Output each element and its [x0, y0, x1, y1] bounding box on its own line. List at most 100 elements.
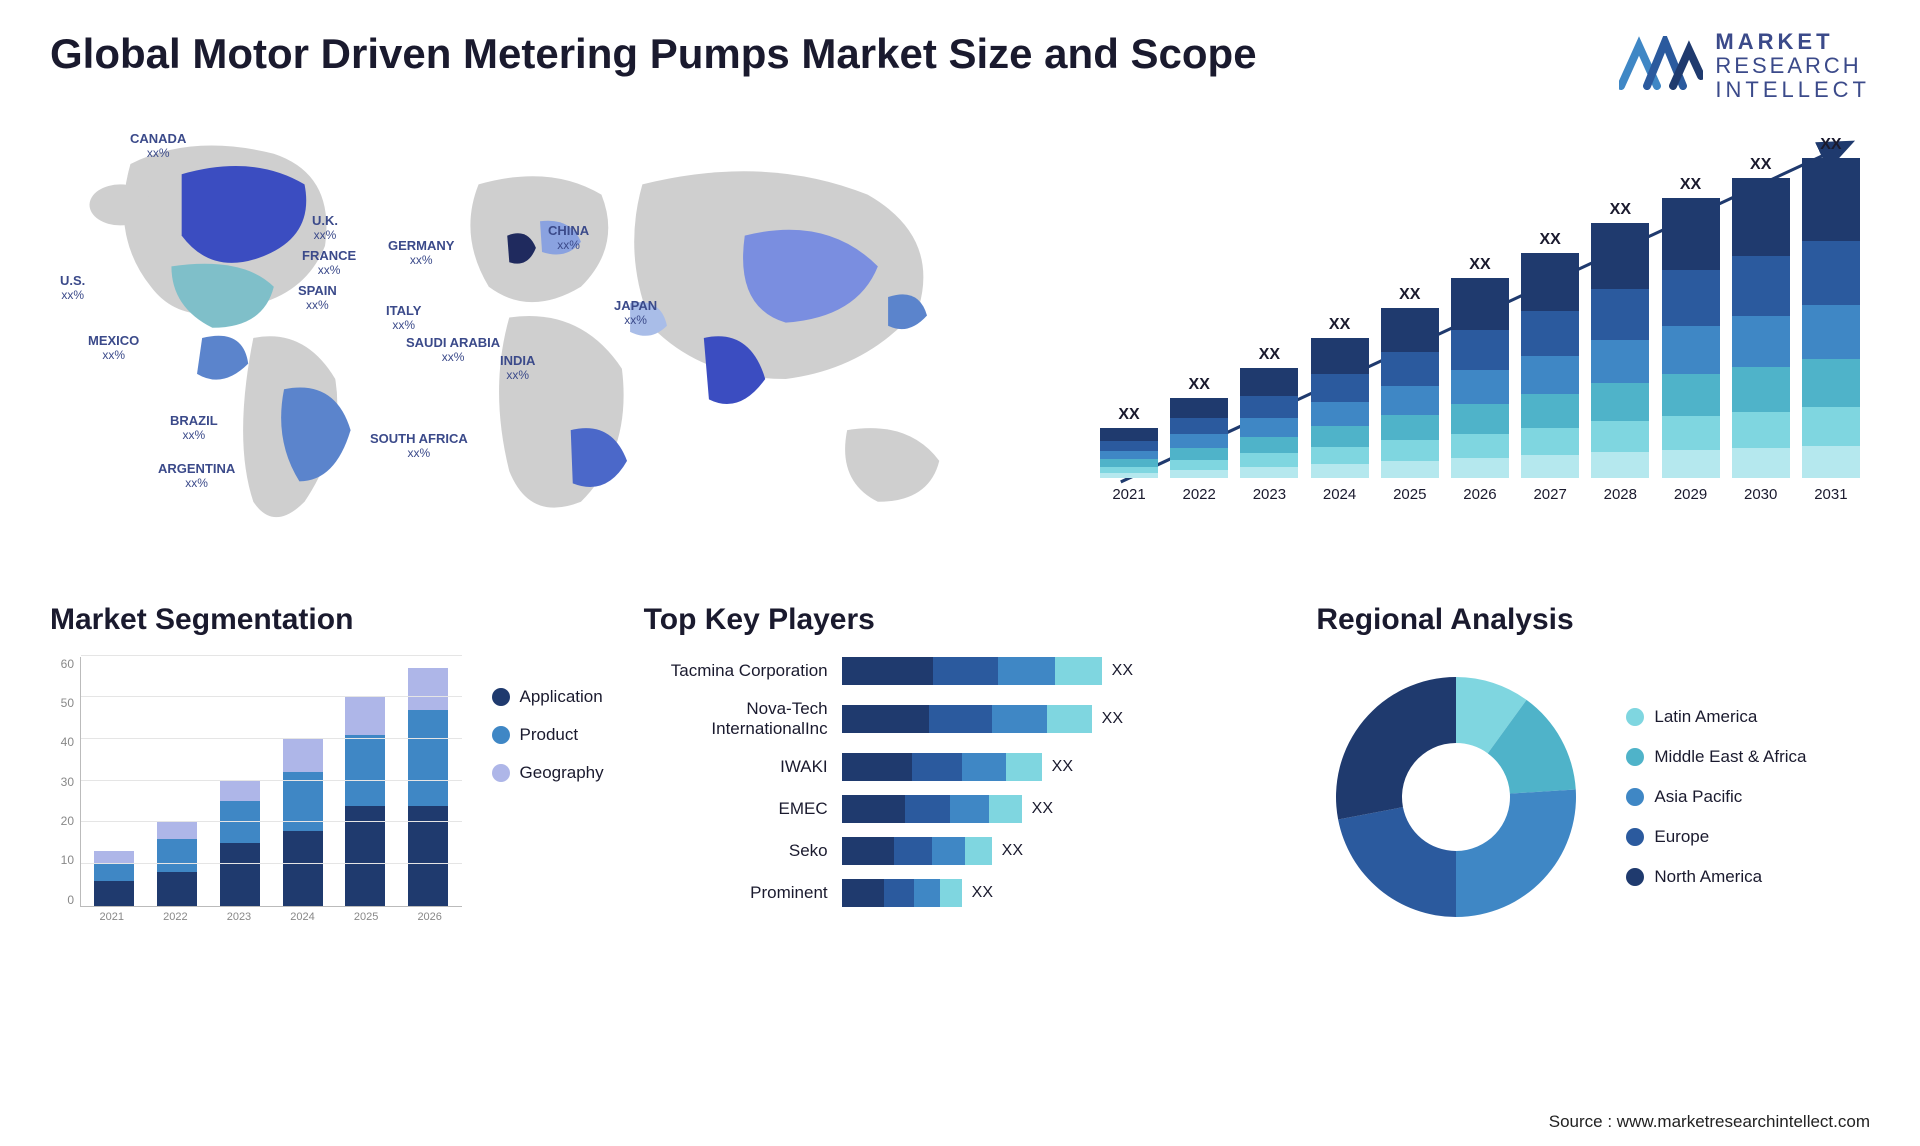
- bar-column: XX2025: [1381, 286, 1439, 503]
- player-row: Tacmina CorporationXX: [644, 657, 1277, 685]
- bar-segment: [1521, 356, 1579, 394]
- y-tick: 20: [50, 814, 74, 828]
- legend-swatch-icon: [1626, 828, 1644, 846]
- legend-label: Asia Pacific: [1654, 787, 1742, 807]
- donut-slice: [1339, 807, 1457, 917]
- bar-segment: [1802, 359, 1860, 407]
- logo-mark-icon: [1619, 36, 1703, 96]
- player-bar-segment: [962, 753, 1006, 781]
- player-value: XX: [1112, 662, 1133, 680]
- player-row: SekoXX: [644, 837, 1277, 865]
- bar-segment: [1591, 223, 1649, 289]
- bar-segment: [1170, 448, 1228, 460]
- market-size-bar-chart: XX2021XX2022XX2023XX2024XX2025XX2026XX20…: [1090, 123, 1870, 553]
- x-tick: 2022: [163, 911, 187, 937]
- legend-item: Product: [492, 725, 604, 745]
- legend-swatch-icon: [1626, 748, 1644, 766]
- bar-segment: [1802, 446, 1860, 478]
- player-bar: [842, 753, 1042, 781]
- bar-year-label: 2021: [1112, 486, 1145, 503]
- players-panel: Top Key Players Tacmina CorporationXXNov…: [644, 603, 1277, 937]
- x-tick: 2023: [227, 911, 251, 937]
- bar-segment: [1240, 368, 1298, 397]
- logo-text: MARKET RESEARCH INTELLECT: [1715, 30, 1870, 103]
- bottom-row: Market Segmentation 0102030405060 202120…: [50, 603, 1870, 937]
- y-tick: 0: [50, 893, 74, 907]
- player-bar-segment: [842, 657, 933, 685]
- seg-bar-column: [345, 697, 385, 905]
- legend-item: Latin America: [1626, 707, 1806, 727]
- seg-bar-column: [157, 822, 197, 905]
- player-bar-segment: [1006, 753, 1042, 781]
- seg-bar-segment: [94, 881, 134, 906]
- bar-segment: [1381, 440, 1439, 460]
- player-row: Nova-Tech InternationalIncXX: [644, 699, 1277, 739]
- bar-segment: [1662, 450, 1720, 478]
- bar-segment: [1170, 418, 1228, 434]
- bar-segment: [1662, 326, 1720, 374]
- bar-segment: [1170, 460, 1228, 470]
- bar-segment: [1100, 441, 1158, 451]
- legend-label: Europe: [1654, 827, 1709, 847]
- player-value: XX: [1032, 800, 1053, 818]
- map-label: CHINAxx%: [548, 223, 589, 253]
- bar-year-label: 2030: [1744, 486, 1777, 503]
- bar-value-label: XX: [1610, 201, 1631, 219]
- bar-year-label: 2024: [1323, 486, 1356, 503]
- legend-swatch-icon: [1626, 788, 1644, 806]
- map-label: ITALYxx%: [386, 303, 421, 333]
- segmentation-legend: ApplicationProductGeography: [492, 657, 604, 937]
- y-tick: 40: [50, 735, 74, 749]
- legend-label: Product: [520, 725, 579, 745]
- bar-segment: [1521, 428, 1579, 455]
- bar-segment: [1240, 418, 1298, 437]
- player-value: XX: [1102, 710, 1123, 728]
- header: Global Motor Driven Metering Pumps Marke…: [50, 30, 1870, 103]
- bar-year-label: 2025: [1393, 486, 1426, 503]
- world-map: CANADAxx%U.S.xx%MEXICOxx%BRAZILxx%ARGENT…: [50, 123, 1030, 553]
- player-bar-segment: [965, 837, 992, 865]
- bar-segment: [1311, 338, 1369, 374]
- player-name: IWAKI: [644, 757, 834, 777]
- player-bar-segment: [998, 657, 1055, 685]
- bar-segment: [1451, 370, 1509, 404]
- bar-value-label: XX: [1259, 346, 1280, 364]
- bar-segment: [1240, 467, 1298, 478]
- map-label: JAPANxx%: [614, 298, 657, 328]
- player-bar-segment: [905, 795, 950, 823]
- map-label: U.K.xx%: [312, 213, 338, 243]
- seg-bar-segment: [283, 739, 323, 772]
- bar-segment: [1311, 464, 1369, 478]
- legend-swatch-icon: [1626, 708, 1644, 726]
- bar-year-label: 2029: [1674, 486, 1707, 503]
- map-label: SPAINxx%: [298, 283, 337, 313]
- bar-segment: [1662, 416, 1720, 450]
- player-row: ProminentXX: [644, 879, 1277, 907]
- seg-bar-segment: [157, 822, 197, 839]
- bar-segment: [1521, 253, 1579, 312]
- seg-bar-segment: [157, 872, 197, 905]
- y-tick: 30: [50, 775, 74, 789]
- player-bar-segment: [950, 795, 990, 823]
- legend-label: Geography: [520, 763, 604, 783]
- bar-segment: [1170, 470, 1228, 478]
- map-label: CANADAxx%: [130, 131, 186, 161]
- bar-segment: [1451, 458, 1509, 478]
- regional-legend: Latin AmericaMiddle East & AfricaAsia Pa…: [1626, 707, 1806, 887]
- bar-segment: [1451, 278, 1509, 330]
- bar-segment: [1100, 459, 1158, 467]
- seg-bar-column: [220, 781, 260, 906]
- seg-bar-segment: [220, 801, 260, 843]
- bar-value-label: XX: [1329, 316, 1350, 334]
- bar-segment: [1591, 289, 1649, 340]
- bar-segment: [1662, 374, 1720, 416]
- bar-segment: [1381, 415, 1439, 441]
- donut-slice: [1456, 789, 1576, 917]
- seg-bar-segment: [345, 735, 385, 806]
- bar-value-label: XX: [1189, 376, 1210, 394]
- bar-segment: [1732, 367, 1790, 412]
- player-name: Seko: [644, 841, 834, 861]
- bar-segment: [1802, 241, 1860, 305]
- player-bar-segment: [912, 753, 962, 781]
- player-bar-segment: [842, 795, 905, 823]
